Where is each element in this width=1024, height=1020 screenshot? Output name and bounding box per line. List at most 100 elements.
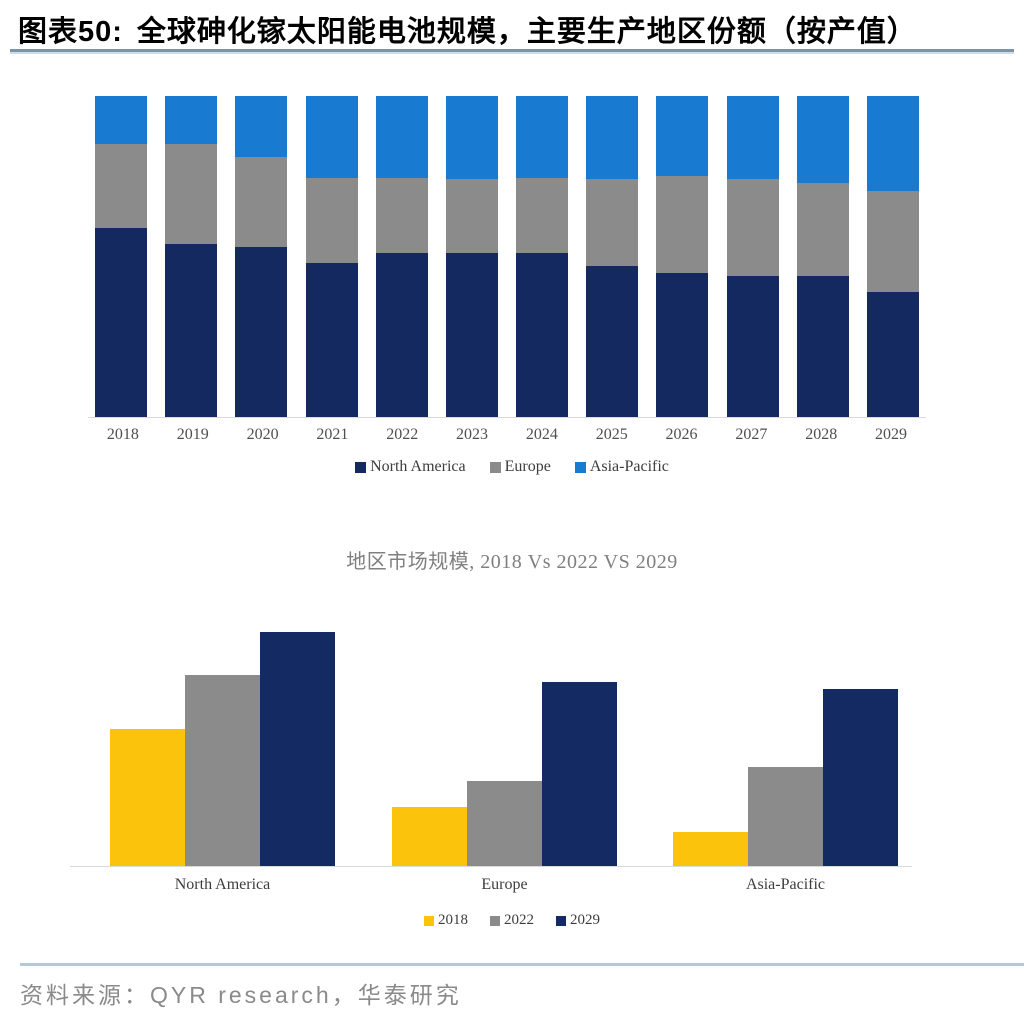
x-tick-label: 2022	[367, 426, 437, 444]
bar-segment-asia-pacific	[727, 96, 779, 179]
bar-segment-north-america	[586, 266, 638, 417]
grouped-chart-legend: 2018 2022 2029	[0, 912, 1024, 929]
bar-2029-europe	[542, 682, 617, 866]
bar-2018-europe	[392, 807, 467, 866]
stacked-chart-legend: North America Europe Asia-Pacific	[0, 458, 1024, 476]
bar-segment-asia-pacific	[446, 96, 498, 179]
bar-segment-asia-pacific	[376, 96, 428, 178]
legend-label: North America	[370, 458, 466, 476]
stacked-bar-2019	[165, 96, 217, 417]
x-tick-label: 2026	[647, 426, 717, 444]
legend-item-2022: 2022	[490, 912, 534, 929]
bar-segment-europe	[656, 176, 708, 272]
bar-segment-asia-pacific	[867, 96, 919, 191]
stacked-bar-2020	[235, 96, 287, 417]
title-underline	[10, 49, 1014, 54]
bar-group-asia-pacific	[673, 626, 898, 866]
stacked-bar-2025	[586, 96, 638, 417]
grouped-chart-x-axis-labels: North America Europe Asia-Pacific	[70, 876, 912, 898]
x-tick-label: 2027	[716, 426, 786, 444]
grouped-chart-title: 地区市场规模, 2018 Vs 2022 VS 2029	[0, 545, 1024, 574]
bar-segment-europe	[306, 178, 358, 263]
bar-segment-europe	[586, 179, 638, 266]
x-tick-label: 2018	[88, 426, 158, 444]
bar-2029-north-america	[260, 632, 335, 866]
stacked-bar-2027	[727, 96, 779, 417]
bar-segment-asia-pacific	[235, 96, 287, 157]
stacked-bar-2021	[306, 96, 358, 417]
stacked-bar-2026	[656, 96, 708, 417]
bar-segment-asia-pacific	[95, 96, 147, 144]
legend-label: Europe	[505, 458, 551, 476]
stacked-bar-2028	[797, 96, 849, 417]
stacked-bar-2018	[95, 96, 147, 417]
bar-segment-europe	[797, 183, 849, 276]
bar-segment-europe	[235, 157, 287, 247]
legend-item-europe: Europe	[490, 458, 551, 476]
legend-label: Asia-Pacific	[590, 458, 669, 476]
legend-item-2029: 2029	[556, 912, 600, 929]
x-tick-label: 2029	[856, 426, 926, 444]
legend-label: 2018	[438, 912, 468, 929]
figure-header: 图表50: 全球砷化镓太阳能电池规模，主要生产地区份额（按产值）	[18, 8, 1008, 50]
stacked-bar-plot	[88, 96, 926, 418]
stacked-bar-2024	[516, 96, 568, 417]
stacked-bar-2029	[867, 96, 919, 417]
bar-2022-europe	[467, 781, 542, 866]
bar-segment-north-america	[235, 247, 287, 417]
bar-2022-north-america	[185, 675, 260, 866]
legend-item-2018: 2018	[424, 912, 468, 929]
bar-segment-north-america	[727, 276, 779, 417]
bar-segment-north-america	[95, 228, 147, 417]
x-tick-label: 2028	[786, 426, 856, 444]
legend-label: 2022	[504, 912, 534, 929]
legend-swatch-asia-pacific	[575, 462, 586, 473]
legend-swatch-2029	[556, 916, 566, 926]
legend-item-north-america: North America	[355, 458, 466, 476]
legend-label: 2029	[570, 912, 600, 929]
x-category-label: Asia-Pacific	[673, 876, 898, 894]
figure-label: 图表50:	[18, 16, 123, 48]
bar-segment-north-america	[656, 273, 708, 417]
bar-group-north-america	[110, 626, 335, 866]
x-tick-label: 2019	[158, 426, 228, 444]
bar-segment-asia-pacific	[797, 96, 849, 183]
bar-segment-north-america	[376, 253, 428, 417]
x-category-label: Europe	[392, 876, 617, 894]
stacked-bar-2022	[376, 96, 428, 417]
stacked-chart-x-axis-labels: 2018201920202021202220232024202520262027…	[88, 426, 926, 444]
bar-2029-asia-pacific	[823, 689, 898, 866]
bar-segment-north-america	[516, 253, 568, 417]
bar-segment-asia-pacific	[165, 96, 217, 144]
x-tick-label: 2024	[507, 426, 577, 444]
footer-divider	[20, 963, 1024, 966]
bar-segment-north-america	[867, 292, 919, 417]
bar-segment-europe	[95, 144, 147, 227]
legend-swatch-europe	[490, 462, 501, 473]
x-tick-label: 2020	[228, 426, 298, 444]
bar-segment-asia-pacific	[306, 96, 358, 178]
bar-segment-asia-pacific	[656, 96, 708, 176]
bar-segment-europe	[867, 191, 919, 292]
bar-2018-asia-pacific	[673, 832, 748, 866]
bar-segment-north-america	[306, 263, 358, 417]
bar-2022-asia-pacific	[748, 767, 823, 866]
x-category-label: North America	[110, 876, 335, 894]
bar-group-europe	[392, 626, 617, 866]
grouped-bar-plot	[70, 626, 912, 867]
bar-segment-europe	[446, 179, 498, 253]
stacked-bar-2023	[446, 96, 498, 417]
bar-segment-asia-pacific	[586, 96, 638, 179]
bar-segment-north-america	[165, 244, 217, 417]
figure-page: 图表50:全球砷化镓太阳能电池规模，主要生产地区份额（按产值） 20182019…	[0, 0, 1024, 1020]
bar-segment-asia-pacific	[516, 96, 568, 178]
legend-swatch-2022	[490, 916, 500, 926]
bar-segment-europe	[727, 179, 779, 275]
x-tick-label: 2021	[297, 426, 367, 444]
bar-segment-north-america	[446, 253, 498, 417]
source-note: 资料来源：QYR research，华泰研究	[20, 976, 462, 1010]
figure-title: 全球砷化镓太阳能电池规模，主要生产地区份额（按产值）	[137, 16, 917, 48]
bar-segment-europe	[376, 178, 428, 253]
bar-2018-north-america	[110, 729, 185, 866]
bar-segment-north-america	[797, 276, 849, 417]
